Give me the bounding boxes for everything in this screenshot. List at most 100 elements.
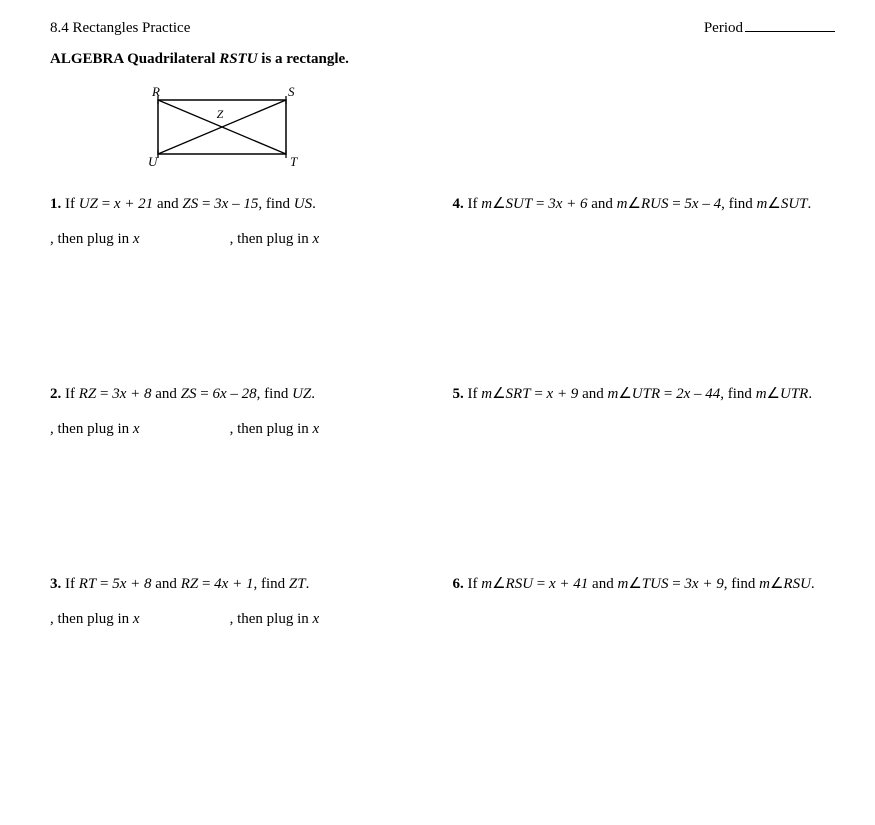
p4-m1: m xyxy=(481,196,492,212)
p6-ang1: ∠ xyxy=(492,576,505,592)
p2-e2l: ZS xyxy=(181,386,197,402)
problem-2: 2. If RZ = 3x + 8 and ZS = 6x – 28, find… xyxy=(50,384,433,574)
p2-e2r: 6x – 28 xyxy=(213,386,257,402)
p6-num: 6. xyxy=(453,576,464,592)
label-t: T xyxy=(290,154,298,169)
problem-5-text: 5. If m∠SRT = x + 9 and m∠UTR = 2x – 44,… xyxy=(453,384,836,405)
header-row: 8.4 Rectangles Practice Period xyxy=(50,18,835,39)
p5-tm: m xyxy=(756,386,767,402)
problem-2-text: 2. If RZ = 3x + 8 and ZS = 6x – 28, find… xyxy=(50,384,433,405)
p3-hint2: , then plug in x xyxy=(230,609,320,630)
p1-hints: , then plug in x , then plug in x xyxy=(50,229,433,250)
p4-r1: 3x + 6 xyxy=(548,196,587,212)
p4-a1: SUT xyxy=(506,196,533,212)
p1-eq1: = xyxy=(98,196,114,212)
p3-dot: . xyxy=(306,576,310,592)
p1-hint1: , then plug in x xyxy=(50,229,140,250)
p1-e1r: x + 21 xyxy=(114,196,153,212)
p5-eq2: = xyxy=(660,386,676,402)
p1-find: , find xyxy=(258,196,293,212)
p4-eq2: = xyxy=(668,196,684,212)
p6-r2: 3x + 9 xyxy=(684,576,723,592)
p6-tang: ∠ xyxy=(770,576,783,592)
p2-hint2: , then plug in x xyxy=(230,419,320,440)
p3-num: 3. xyxy=(50,576,61,592)
p3-find: , find xyxy=(253,576,288,592)
problem-4-text: 4. If m∠SUT = 3x + 6 and m∠RUS = 5x – 4,… xyxy=(453,194,836,215)
heading-prefix: ALGEBRA xyxy=(50,51,123,67)
p2-eq2: = xyxy=(197,386,213,402)
heading-mid: Quadrilateral xyxy=(123,51,219,67)
label-r: R xyxy=(151,84,160,99)
heading-suffix: is a rectangle. xyxy=(258,51,349,67)
p1-h1a: , then plug in xyxy=(50,231,133,247)
p4-ang1: ∠ xyxy=(492,196,505,212)
p2-if: If xyxy=(61,386,79,402)
p5-a1: SRT xyxy=(506,386,531,402)
p5-a2: UTR xyxy=(632,386,660,402)
p4-and: and xyxy=(587,196,616,212)
problem-6: 6. If m∠RSU = x + 41 and m∠TUS = 3x + 9,… xyxy=(453,574,836,694)
p2-hints: , then plug in x , then plug in x xyxy=(50,419,433,440)
p5-ang1: ∠ xyxy=(492,386,505,402)
p1-dot: . xyxy=(312,196,316,212)
problem-3-text: 3. If RT = 5x + 8 and RZ = 4x + 1, find … xyxy=(50,574,433,595)
label-u: U xyxy=(148,154,159,169)
p4-tm: m xyxy=(757,196,768,212)
p4-a2: RUS xyxy=(641,196,669,212)
p2-e1r: 3x + 8 xyxy=(112,386,151,402)
p6-if: If xyxy=(464,576,482,592)
p2-dot: . xyxy=(311,386,315,402)
rectangle-diagram: R S T U Z xyxy=(140,82,835,172)
period-field: Period xyxy=(704,18,835,39)
p4-eq1: = xyxy=(532,196,548,212)
p5-m1: m xyxy=(481,386,492,402)
p2-and: and xyxy=(152,386,181,402)
p1-h2a: , then plug in xyxy=(230,231,313,247)
p6-dot: . xyxy=(811,576,815,592)
p4-dot: . xyxy=(808,196,812,212)
p6-r1: x + 41 xyxy=(549,576,588,592)
p6-eq1: = xyxy=(533,576,549,592)
p3-target: ZT xyxy=(289,576,306,592)
p6-m1: m xyxy=(481,576,492,592)
p5-r2: 2x – 44 xyxy=(676,386,720,402)
p4-if: If xyxy=(464,196,482,212)
p3-e2l: RZ xyxy=(181,576,199,592)
p6-t: RSU xyxy=(783,576,811,592)
p3-hint1: , then plug in x xyxy=(50,609,140,630)
p1-and: and xyxy=(153,196,182,212)
p4-m2: m xyxy=(617,196,628,212)
section-heading: ALGEBRA Quadrilateral RSTU is a rectangl… xyxy=(50,49,835,70)
p3-and: and xyxy=(152,576,181,592)
p5-r1: x + 9 xyxy=(547,386,579,402)
label-z: Z xyxy=(217,107,224,121)
p4-ang2: ∠ xyxy=(628,196,641,212)
period-blank-line xyxy=(745,31,835,32)
p3-eq2: = xyxy=(198,576,214,592)
p2-h2a: , then plug in xyxy=(230,421,313,437)
p6-tm: m xyxy=(759,576,770,592)
p1-h2v: x xyxy=(313,231,320,247)
p1-num: 1. xyxy=(50,196,61,212)
p6-a2: TUS xyxy=(642,576,669,592)
p1-e2l: ZS xyxy=(182,196,198,212)
p6-eq2: = xyxy=(668,576,684,592)
problem-6-text: 6. If m∠RSU = x + 41 and m∠TUS = 3x + 9,… xyxy=(453,574,836,595)
p2-h1a: , then plug in xyxy=(50,421,133,437)
p5-and: and xyxy=(578,386,607,402)
p5-num: 5. xyxy=(453,386,464,402)
p6-find: , find xyxy=(724,576,759,592)
p5-find: , find xyxy=(720,386,755,402)
heading-quad: RSTU xyxy=(219,51,257,67)
problem-3: 3. If RT = 5x + 8 and RZ = 4x + 1, find … xyxy=(50,574,433,694)
p2-hint1: , then plug in x xyxy=(50,419,140,440)
p1-hint2: , then plug in x xyxy=(230,229,320,250)
p4-num: 4. xyxy=(453,196,464,212)
p3-h1a: , then plug in xyxy=(50,611,133,627)
problems-grid: 1. If UZ = x + 21 and ZS = 3x – 15, find… xyxy=(50,194,835,694)
p1-eq2: = xyxy=(198,196,214,212)
p1-if: If xyxy=(61,196,79,212)
p1-h1v: x xyxy=(133,231,140,247)
p4-find: , find xyxy=(721,196,756,212)
